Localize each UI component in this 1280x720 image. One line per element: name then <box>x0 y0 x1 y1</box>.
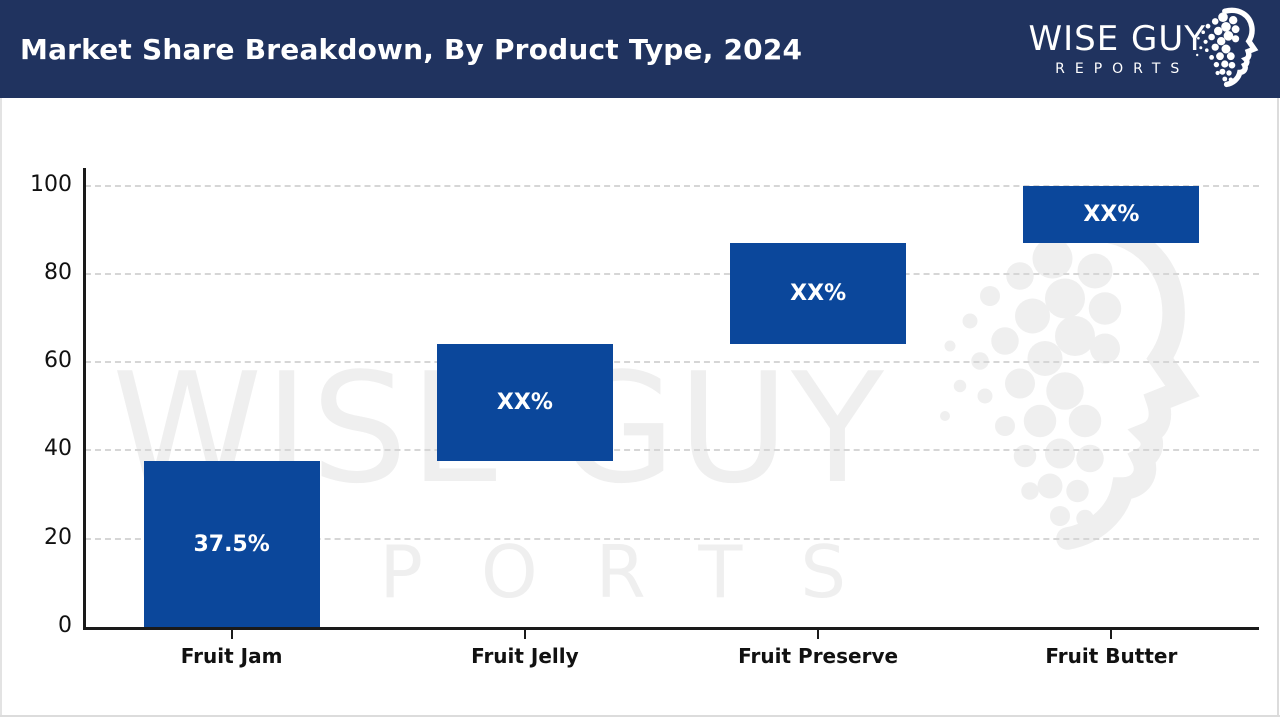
page-title: Market Share Breakdown, By Product Type,… <box>20 32 803 66</box>
y-tick-label: 60 <box>44 348 72 374</box>
x-category-label-fruit-jelly: Fruit Jelly <box>471 644 579 668</box>
gridline-20 <box>85 537 1259 540</box>
logo-text: WISE GUY REPORTS <box>1028 22 1206 76</box>
y-tick-label: 80 <box>44 259 72 285</box>
x-tick-fruit-jelly <box>523 630 526 639</box>
frame-line-left <box>0 98 2 716</box>
bar-fruit-jam: 37.5% <box>143 461 320 627</box>
bar-fruit-butter: XX% <box>1023 185 1200 243</box>
bar-value-label-fruit-jelly: XX% <box>496 390 553 416</box>
x-tick-fruit-butter <box>1110 630 1113 639</box>
wise-guy-logo: WISE GUY REPORTS <box>1028 7 1262 91</box>
frame-line-bottom <box>0 715 1280 717</box>
bar-value-label-fruit-butter: XX% <box>1083 201 1140 227</box>
x-tick-fruit-jam <box>230 630 233 639</box>
y-axis-line <box>83 168 86 630</box>
logo-subtitle: REPORTS <box>1055 61 1190 77</box>
y-tick-label: 100 <box>30 171 72 197</box>
x-tick-fruit-preserve <box>817 630 820 639</box>
gridline-60 <box>85 361 1259 364</box>
x-category-label-fruit-jam: Fruit Jam <box>180 644 283 668</box>
y-tick-label: 20 <box>44 524 72 550</box>
gridline-100 <box>85 184 1259 187</box>
bar-value-label-fruit-jam: 37.5% <box>193 531 270 557</box>
bar-fruit-jelly: XX% <box>436 344 613 462</box>
x-category-label-fruit-butter: Fruit Butter <box>1045 644 1178 668</box>
dotted-head-icon <box>1190 7 1262 91</box>
plot-area: WISE GUY REPORTS 0 20 40 60 80 100 37.5% Fruit … <box>0 98 1280 720</box>
frame-line-right <box>1277 98 1279 716</box>
x-category-label-fruit-preserve: Fruit Preserve <box>738 644 899 668</box>
bar-fruit-preserve: XX% <box>730 242 907 345</box>
gridline-80 <box>85 272 1259 275</box>
logo-wordmark: WISE GUY <box>1028 19 1206 59</box>
watermark-head-icon <box>915 216 1215 566</box>
y-tick-label: 40 <box>44 436 72 462</box>
chart-header: Market Share Breakdown, By Product Type,… <box>0 0 1280 98</box>
y-tick-label: 0 <box>58 613 72 638</box>
bar-value-label-fruit-preserve: XX% <box>790 281 847 307</box>
gridline-40 <box>85 449 1259 452</box>
x-axis-line <box>83 627 1259 630</box>
